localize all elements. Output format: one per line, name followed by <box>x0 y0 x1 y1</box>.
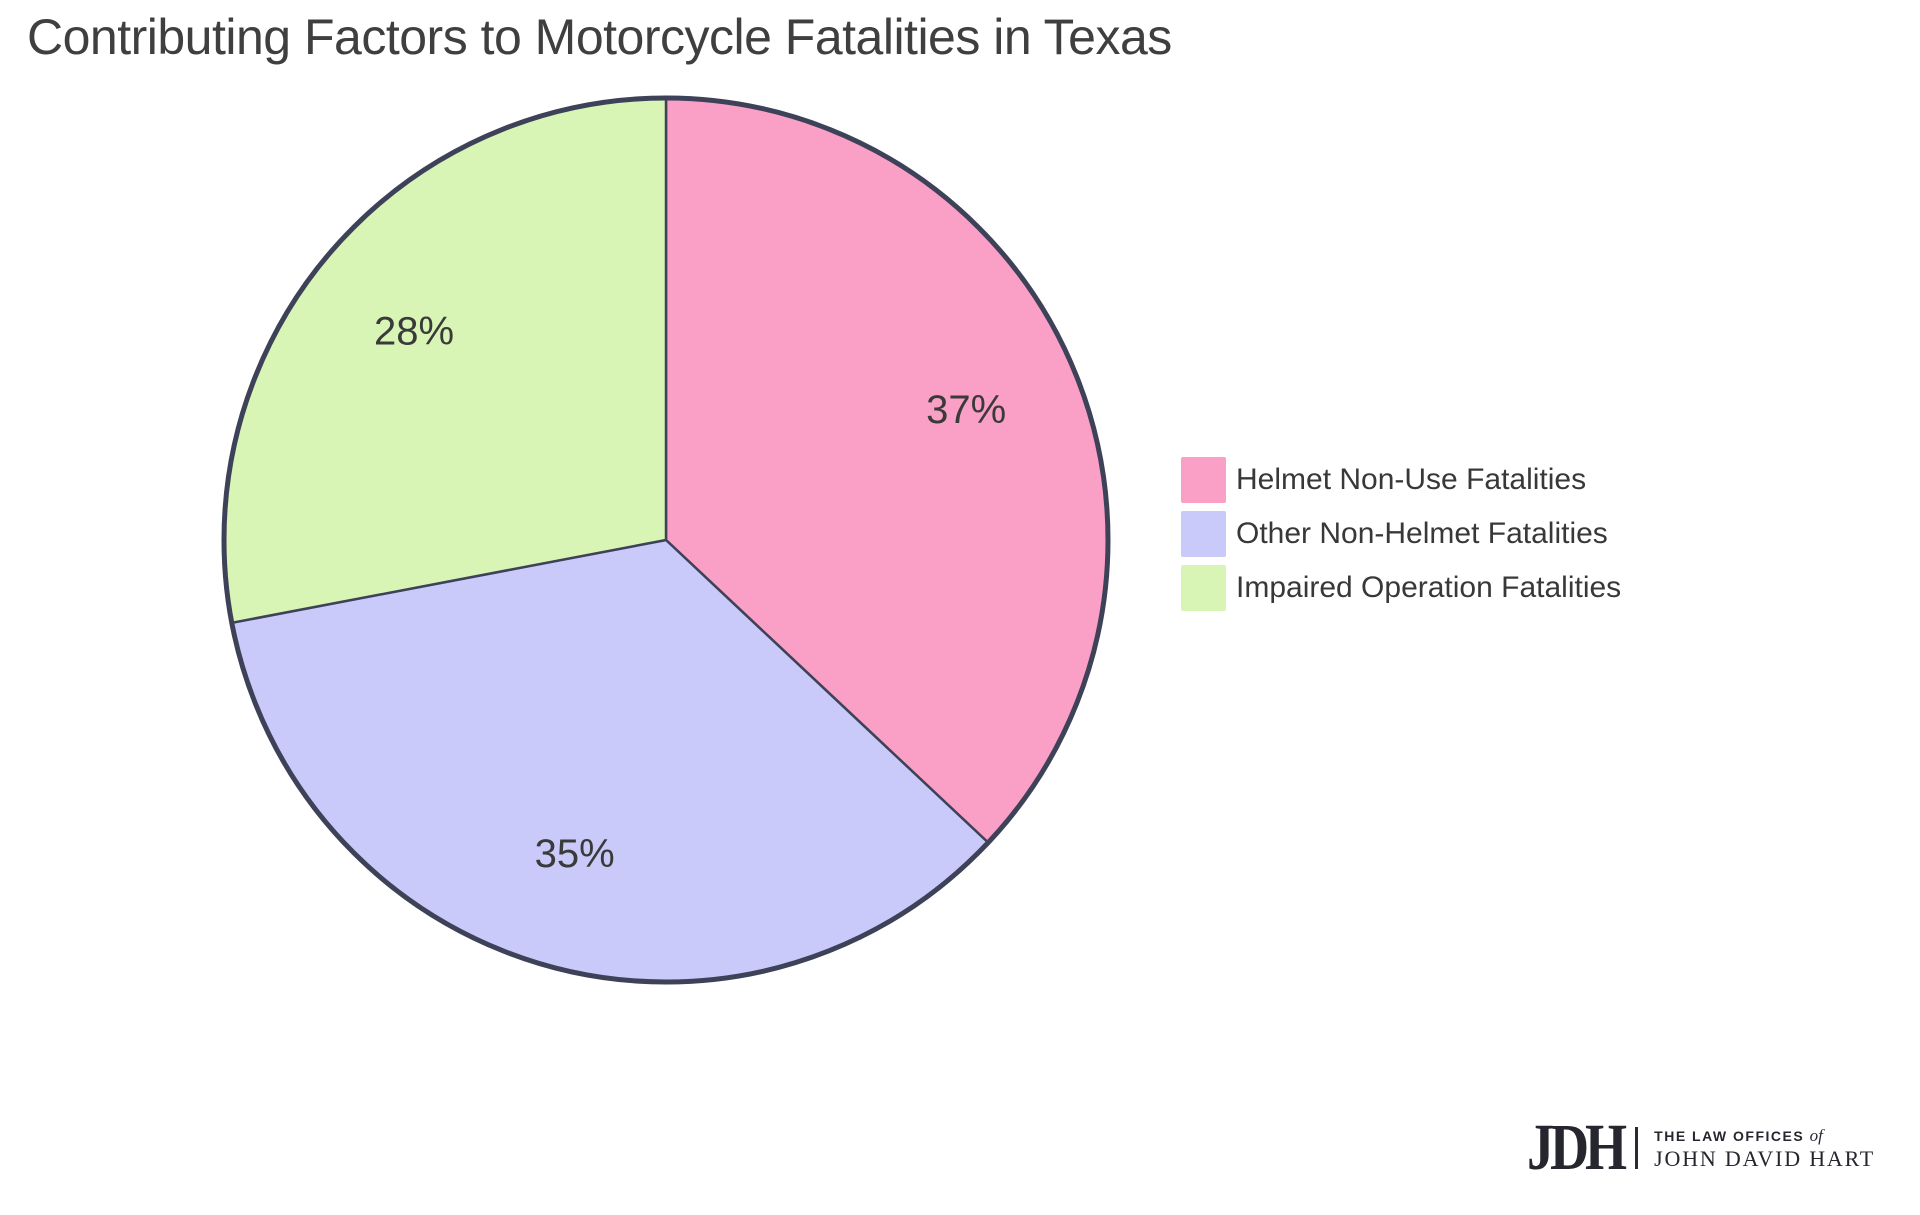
chart-title: Contributing Factors to Motorcycle Fatal… <box>27 9 1172 65</box>
logo-divider <box>1635 1127 1639 1169</box>
logo-tagline: THE LAW OFFICES of <box>1654 1125 1823 1145</box>
legend-item-helmet-non-use[interactable]: Helmet Non-Use Fatalities <box>1181 457 1621 503</box>
legend-label: Impaired Operation Fatalities <box>1236 571 1622 604</box>
logo-firm-name: JOHN DAVID HART <box>1654 1145 1875 1171</box>
legend-item-other-non-helmet[interactable]: Other Non-Helmet Fatalities <box>1181 511 1621 557</box>
legend-swatch-icon <box>1181 457 1226 503</box>
brand-logo: JDH THE LAW OFFICES of JOHN DAVID HART <box>1506 1115 1875 1181</box>
slice-label: 35% <box>535 832 615 876</box>
logo-text-block: THE LAW OFFICES of JOHN DAVID HART <box>1654 1127 1875 1170</box>
legend-swatch-icon <box>1181 565 1226 611</box>
legend-label: Other Non-Helmet Fatalities <box>1236 517 1608 550</box>
legend-item-impaired-operation[interactable]: Impaired Operation Fatalities <box>1181 565 1621 611</box>
pie-slice-2[interactable] <box>222 96 668 625</box>
slice-label: 28% <box>374 310 454 354</box>
logo-monogram: JDH <box>1527 1111 1627 1184</box>
legend-label: Helmet Non-Use Fatalities <box>1236 463 1587 496</box>
legend: Helmet Non-Use Fatalities Other Non-Helm… <box>1181 457 1621 619</box>
slice-label: 37% <box>926 388 1006 432</box>
legend-swatch-icon <box>1181 511 1226 557</box>
pie-outline <box>221 95 1111 985</box>
